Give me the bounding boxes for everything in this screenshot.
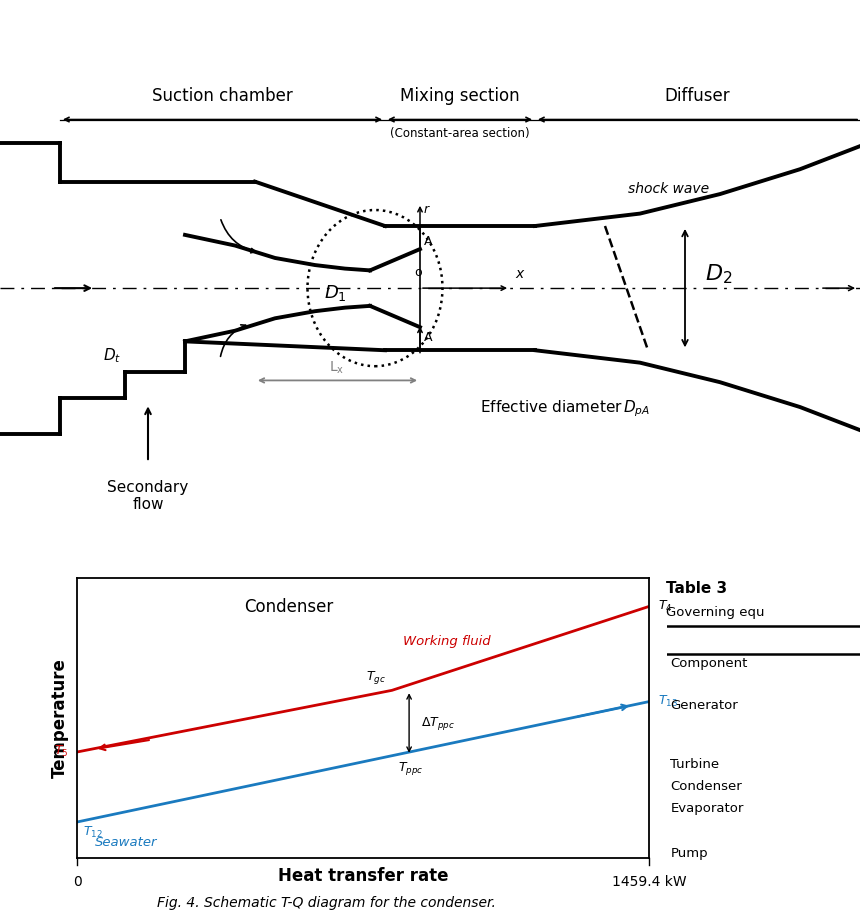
- Text: $\Delta T_{ppc}$: $\Delta T_{ppc}$: [421, 714, 455, 732]
- X-axis label: Heat transfer rate: Heat transfer rate: [278, 867, 449, 885]
- Text: Turbine: Turbine: [671, 757, 720, 770]
- Text: Generator: Generator: [671, 699, 738, 711]
- Y-axis label: Temperature: Temperature: [51, 658, 69, 778]
- Text: o: o: [415, 266, 421, 279]
- Text: Evaporator: Evaporator: [671, 802, 744, 815]
- Text: Component: Component: [671, 656, 747, 670]
- Text: shock wave: shock wave: [628, 182, 709, 196]
- Text: 0: 0: [73, 875, 82, 890]
- Text: Working fluid: Working fluid: [403, 635, 491, 648]
- Text: $T_{ppc}$: $T_{ppc}$: [397, 760, 423, 777]
- Text: Condenser: Condenser: [244, 598, 334, 616]
- Text: Mixing section: Mixing section: [400, 87, 519, 106]
- Text: Effective diameter$\,D_{pA}$: Effective diameter$\,D_{pA}$: [480, 398, 650, 419]
- Text: x: x: [515, 267, 523, 281]
- Text: $T_4$: $T_4$: [658, 599, 673, 614]
- Text: (Constant-area section): (Constant-area section): [390, 127, 530, 140]
- Text: Seawater: Seawater: [95, 836, 157, 849]
- Text: A: A: [424, 235, 433, 248]
- Text: Table 3: Table 3: [666, 581, 728, 596]
- Text: A: A: [424, 330, 433, 343]
- Text: $D_t$: $D_t$: [103, 346, 121, 365]
- Text: 1459.4 kW: 1459.4 kW: [612, 875, 686, 890]
- Text: Governing equ: Governing equ: [666, 607, 765, 620]
- Text: Condenser: Condenser: [671, 780, 742, 793]
- Text: $T_{gc}$: $T_{gc}$: [366, 669, 386, 686]
- Text: Suction chamber: Suction chamber: [151, 87, 292, 106]
- Text: $T_{12}$: $T_{12}$: [83, 824, 103, 840]
- Text: Diffuser: Diffuser: [664, 87, 730, 106]
- Text: r: r: [424, 203, 429, 216]
- Text: Fig. 4. Schematic T-Q diagram for the condenser.: Fig. 4. Schematic T-Q diagram for the co…: [157, 896, 496, 910]
- Text: Pump: Pump: [671, 847, 708, 860]
- Text: $D_2$: $D_2$: [705, 263, 733, 285]
- Text: $T_5$: $T_5$: [54, 744, 69, 759]
- Text: $D_1$: $D_1$: [323, 284, 347, 304]
- Text: $\mathregular{L_x}$: $\mathregular{L_x}$: [329, 360, 345, 376]
- Text: $T_{13}$: $T_{13}$: [658, 694, 678, 709]
- Text: Secondary
flow: Secondary flow: [108, 480, 188, 512]
